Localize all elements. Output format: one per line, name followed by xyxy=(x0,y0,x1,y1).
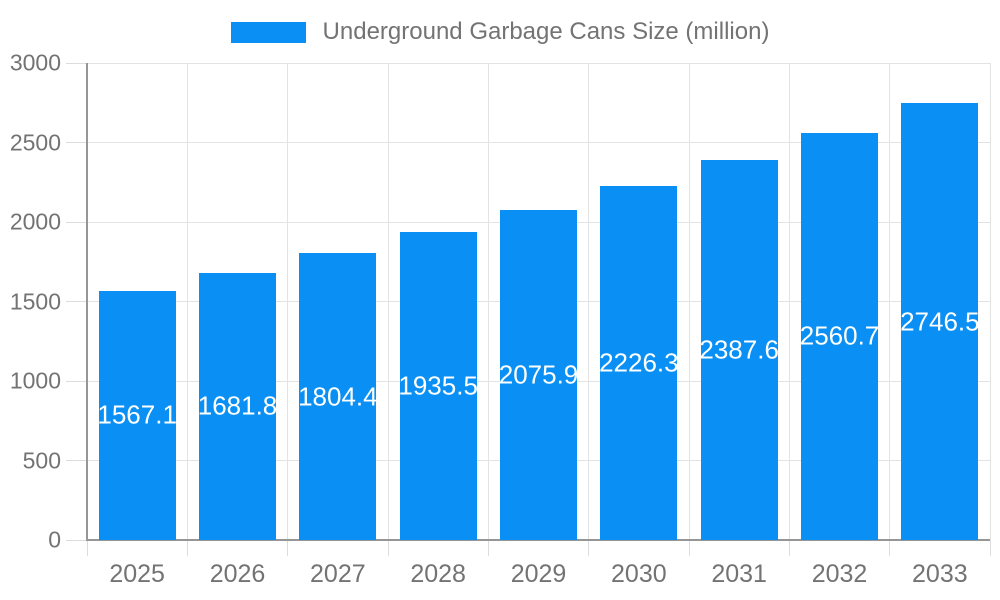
x-axis-tick-label: 2031 xyxy=(711,560,767,588)
x-gridline xyxy=(889,63,891,540)
bar[interactable] xyxy=(500,209,577,540)
y-axis-tick-label: 2500 xyxy=(9,129,61,155)
y-axis-tick xyxy=(66,539,87,541)
x-axis-tick xyxy=(86,540,88,556)
x-axis-tick xyxy=(889,540,891,556)
x-gridline xyxy=(287,63,289,540)
x-axis-tick xyxy=(287,540,289,556)
y-axis-tick xyxy=(66,221,87,223)
x-axis-tick-label: 2026 xyxy=(209,560,266,588)
legend-item[interactable]: Underground Garbage Cans Size (million) xyxy=(230,18,770,45)
legend-swatch-icon xyxy=(230,21,306,43)
x-axis-tick-label: 2032 xyxy=(811,560,868,588)
x-axis-tick-label: 2027 xyxy=(310,560,366,588)
x-axis-tick-label: 2028 xyxy=(410,560,466,588)
y-axis-tick-label: 0 xyxy=(48,526,61,553)
y-axis-tick xyxy=(66,301,87,302)
x-axis-tick-label: 2029 xyxy=(510,560,567,588)
bar[interactable] xyxy=(901,103,979,540)
bar-value-label: 1935.5 xyxy=(398,370,478,401)
x-gridline xyxy=(788,63,790,540)
bar[interactable] xyxy=(399,232,477,540)
x-gridline xyxy=(989,63,991,540)
bar-value-label: 2746.5 xyxy=(900,306,980,337)
y-gridline xyxy=(87,142,990,143)
bar[interactable] xyxy=(299,253,377,540)
y-axis-tick-label: 2000 xyxy=(9,208,61,235)
y-axis-line xyxy=(86,63,88,540)
bar-value-label: 2226.3 xyxy=(599,347,679,378)
legend-label: Underground Garbage Cans Size (million) xyxy=(322,18,770,45)
bar-value-label: 1567.1 xyxy=(97,399,177,430)
bar[interactable] xyxy=(801,132,878,540)
x-axis-tick xyxy=(588,540,590,556)
x-axis-tick-label: 2030 xyxy=(611,560,667,588)
x-axis-tick xyxy=(688,540,690,556)
x-axis-tick xyxy=(788,540,790,556)
bar[interactable] xyxy=(98,290,176,540)
x-gridline xyxy=(688,63,690,540)
y-axis-tick xyxy=(66,380,87,382)
y-axis-tick-label: 500 xyxy=(22,447,61,473)
bar-value-label: 1804.4 xyxy=(298,381,378,412)
x-gridline xyxy=(186,63,188,540)
bar-value-label: 2560.7 xyxy=(799,320,880,351)
x-axis-tick-label: 2033 xyxy=(912,560,968,588)
y-axis-tick xyxy=(66,460,87,461)
x-gridline xyxy=(588,63,590,540)
legend: Underground Garbage Cans Size (million) xyxy=(0,18,1000,45)
bar-value-label: 2387.6 xyxy=(699,334,779,365)
bar[interactable] xyxy=(600,186,678,540)
bar-value-label: 2075.9 xyxy=(498,359,579,390)
y-axis-tick-label: 1500 xyxy=(9,288,61,314)
x-axis-line xyxy=(86,539,990,541)
y-axis-tick-label: 3000 xyxy=(9,49,61,76)
y-axis-tick xyxy=(66,62,87,64)
y-axis-tick-label: 1000 xyxy=(9,367,61,394)
x-gridline xyxy=(387,63,389,540)
x-axis-tick-label: 2025 xyxy=(109,560,165,588)
y-gridline xyxy=(87,62,990,64)
x-axis-tick xyxy=(387,540,389,556)
y-axis-tick xyxy=(66,142,87,143)
x-axis-tick xyxy=(186,540,188,556)
x-axis-tick xyxy=(487,540,489,556)
x-axis-tick xyxy=(989,540,991,556)
bar-value-label: 1681.8 xyxy=(197,390,278,421)
x-gridline xyxy=(487,63,489,540)
bar[interactable] xyxy=(700,160,778,540)
bar[interactable] xyxy=(199,272,276,540)
